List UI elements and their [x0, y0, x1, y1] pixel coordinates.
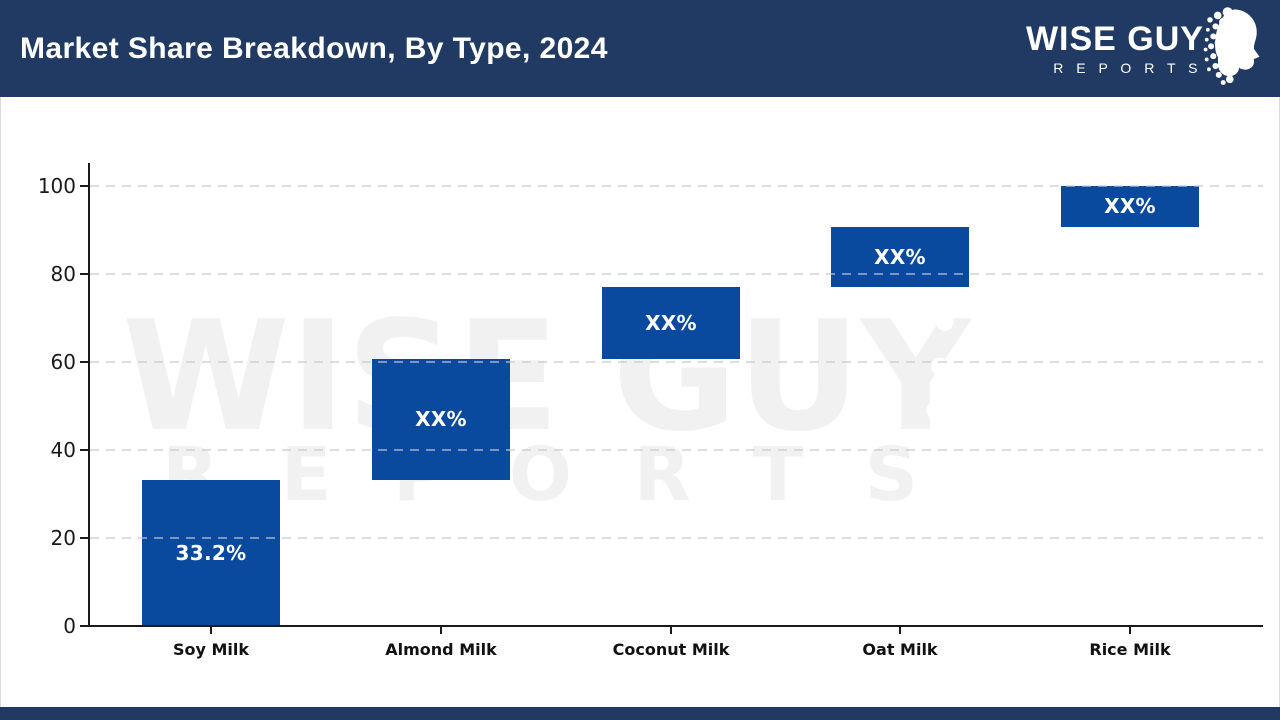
footer-strip — [0, 707, 1280, 720]
y-tick-mark — [80, 272, 89, 275]
x-axis-category-label: Soy Milk — [172, 640, 250, 659]
bar-rice-milk: XX% — [1061, 185, 1199, 228]
y-tick-label: 40 — [50, 437, 76, 462]
bar-coconut-milk: XX% — [602, 286, 740, 360]
x-tick-mark — [210, 627, 212, 634]
gridline — [90, 360, 1263, 363]
bar-soy-milk: 33.2% — [142, 479, 280, 626]
brand-logo: WISE GUY R E P O R T S — [1026, 0, 1270, 97]
x-axis-line — [88, 625, 1263, 627]
y-tick-mark — [80, 448, 89, 451]
y-tick-label: 20 — [50, 525, 76, 550]
y-tick-label: 80 — [50, 261, 76, 286]
y-axis-line — [88, 163, 90, 627]
bar-oat-milk: XX% — [831, 227, 969, 287]
y-tick-mark — [80, 624, 89, 627]
y-tick-mark — [80, 536, 89, 539]
bar-value-label: XX% — [1104, 194, 1156, 219]
watermark-text: WISE GUY — [122, 288, 971, 465]
y-tick-label: 0 — [63, 613, 76, 638]
bar-almond-milk: XX% — [372, 359, 510, 480]
gridline — [90, 536, 1263, 539]
y-tick-label: 100 — [37, 173, 76, 198]
page-title: Market Share Breakdown, By Type, 2024 — [20, 31, 608, 65]
gridline — [90, 448, 1263, 451]
x-tick-mark — [1129, 627, 1131, 634]
bar-value-label: 33.2% — [175, 540, 247, 565]
gridline — [90, 184, 1263, 187]
brand-text: WISE GUY R E P O R T S — [1026, 22, 1204, 76]
x-tick-mark — [440, 627, 442, 634]
x-tick-mark — [670, 627, 672, 634]
x-tick-mark — [899, 627, 901, 634]
x-axis-category-label: Coconut Milk — [612, 640, 730, 659]
bar-value-label: XX% — [645, 311, 697, 336]
y-tick-label: 60 — [50, 349, 76, 374]
x-axis-category-label: Almond Milk — [385, 640, 497, 659]
bar-value-label: XX% — [415, 407, 467, 432]
header-bar: Market Share Breakdown, By Type, 2024 WI… — [0, 0, 1280, 97]
gridline — [90, 272, 1263, 275]
y-tick-mark — [80, 184, 89, 187]
x-axis-category-label: Rice Milk — [1089, 640, 1171, 659]
brand-name: WISE GUY — [1025, 19, 1204, 58]
bar-value-label: XX% — [874, 245, 926, 270]
watermark-text-reports: R E P O R T S — [162, 432, 937, 518]
brand-reports: R E P O R T S — [1053, 59, 1202, 76]
wiseguy-face-icon — [1194, 5, 1270, 93]
y-tick-mark — [80, 360, 89, 363]
x-axis-category-label: Oat Milk — [862, 640, 938, 659]
